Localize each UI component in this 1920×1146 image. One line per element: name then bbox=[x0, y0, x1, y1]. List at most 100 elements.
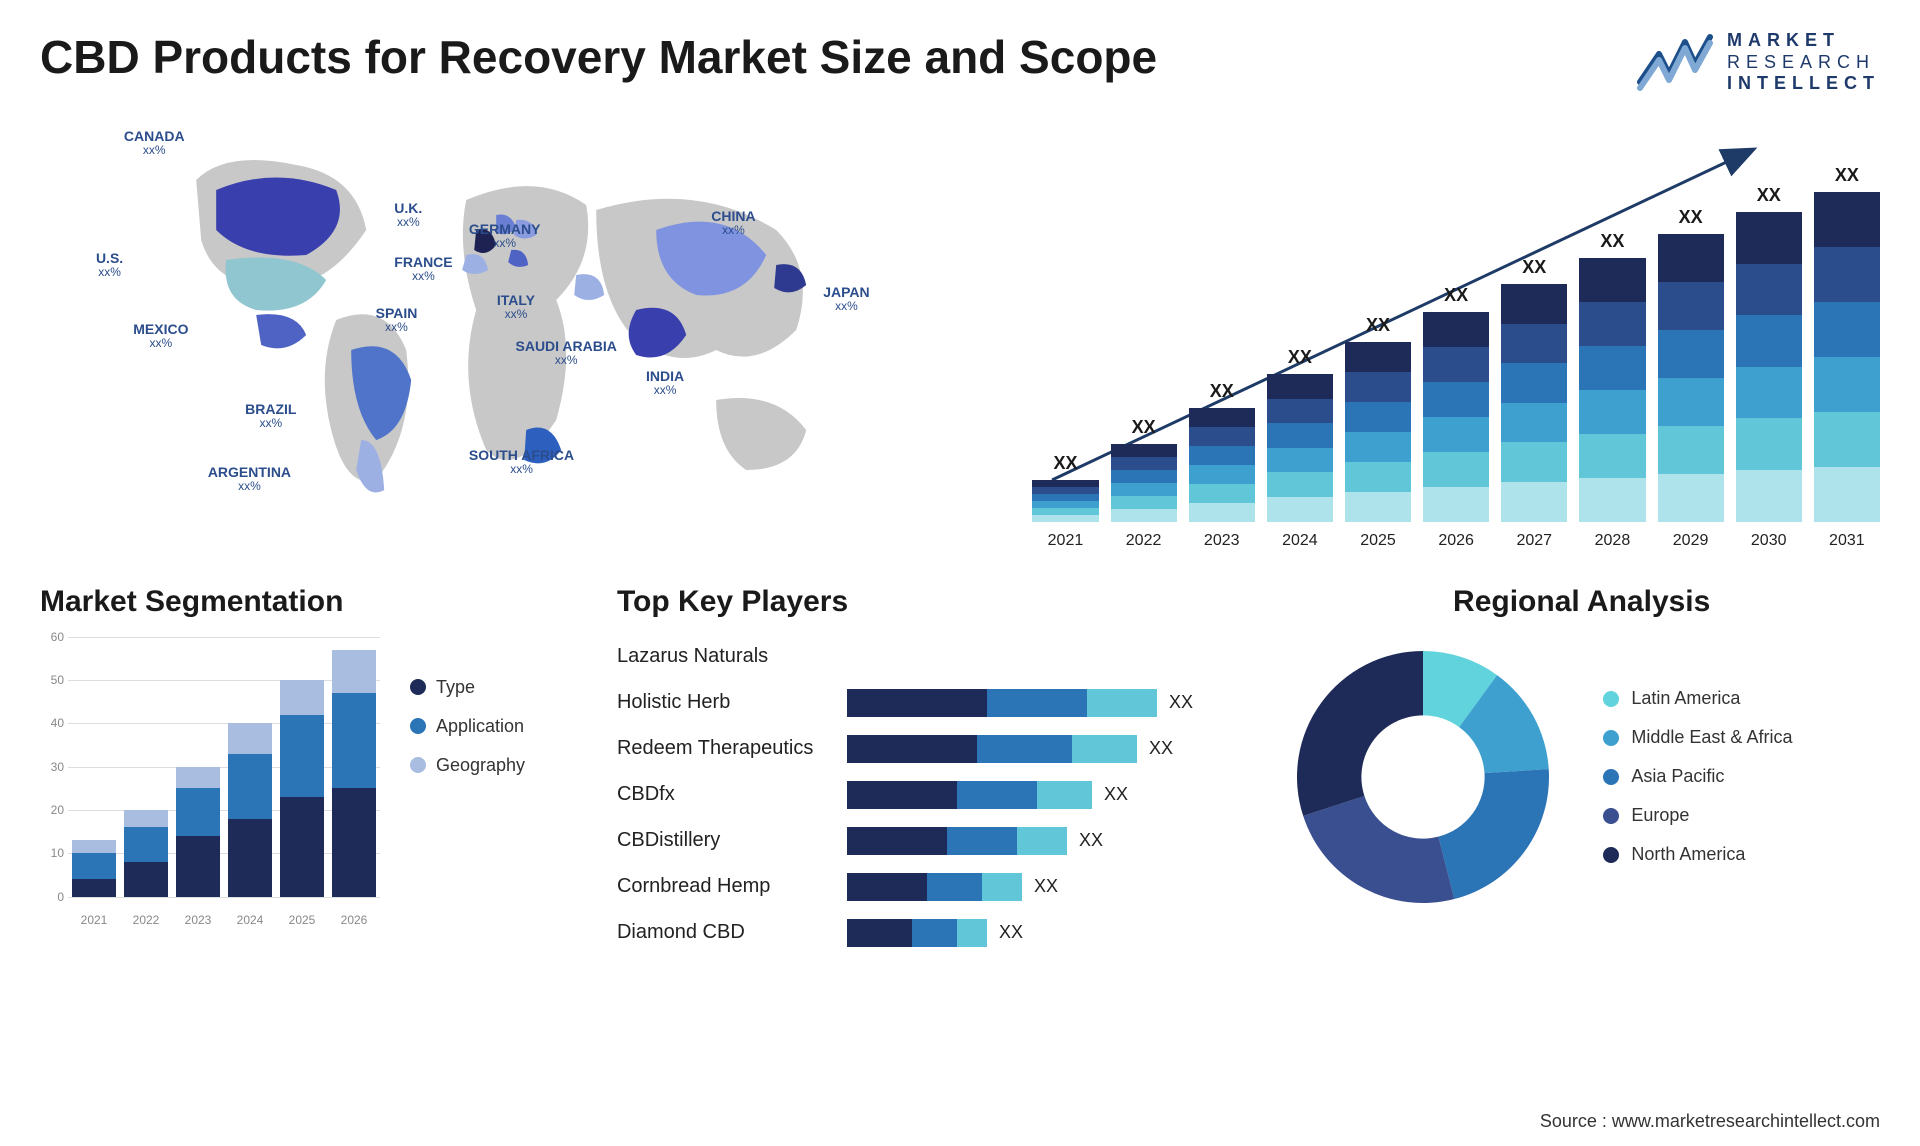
player-row: Lazarus Naturals bbox=[617, 637, 1243, 677]
region-legend-item: Asia Pacific bbox=[1603, 766, 1792, 787]
country-label: SOUTH AFRICAxx% bbox=[469, 447, 574, 477]
segmentation-legend: TypeApplicationGeography bbox=[410, 637, 525, 776]
country-label: SAUDI ARABIAxx% bbox=[516, 338, 617, 368]
forecast-year-label: 2030 bbox=[1736, 532, 1802, 550]
seg-legend-item: Type bbox=[410, 677, 525, 698]
player-row: Redeem TherapeuticsXX bbox=[617, 729, 1243, 769]
forecast-bar: XX bbox=[1736, 185, 1802, 522]
seg-year-label: 2024 bbox=[228, 913, 272, 927]
seg-ytick: 50 bbox=[51, 673, 64, 687]
forecast-value-label: XX bbox=[1679, 207, 1703, 228]
seg-year-label: 2026 bbox=[332, 913, 376, 927]
player-row: CBDfxXX bbox=[617, 775, 1243, 815]
donut-slice bbox=[1304, 796, 1455, 903]
donut-slice bbox=[1439, 769, 1550, 899]
legend-label: Application bbox=[436, 716, 524, 737]
segmentation-title: Market Segmentation bbox=[40, 585, 577, 619]
seg-ytick: 10 bbox=[51, 846, 64, 860]
country-label: U.S.xx% bbox=[96, 250, 123, 280]
seg-year-label: 2025 bbox=[280, 913, 324, 927]
forecast-value-label: XX bbox=[1210, 381, 1234, 402]
forecast-bar: XX bbox=[1501, 257, 1567, 522]
player-bar bbox=[847, 781, 1092, 809]
legend-dot-icon bbox=[1603, 808, 1619, 824]
legend-label: Asia Pacific bbox=[1631, 766, 1724, 787]
player-row: Diamond CBDXX bbox=[617, 913, 1243, 953]
legend-label: North America bbox=[1631, 844, 1745, 865]
player-bar bbox=[847, 873, 1022, 901]
seg-bar bbox=[72, 840, 116, 896]
forecast-bar: XX bbox=[1814, 165, 1880, 522]
seg-bar bbox=[280, 680, 324, 897]
seg-bar bbox=[124, 810, 168, 897]
legend-label: Europe bbox=[1631, 805, 1689, 826]
forecast-bar: XX bbox=[1658, 207, 1724, 522]
logo-icon bbox=[1635, 32, 1715, 92]
region-legend-item: North America bbox=[1603, 844, 1792, 865]
country-label: INDIAxx% bbox=[646, 368, 684, 398]
country-label: CHINAxx% bbox=[711, 208, 755, 238]
regional-title: Regional Analysis bbox=[1283, 585, 1880, 619]
legend-label: Latin America bbox=[1631, 688, 1740, 709]
player-bar bbox=[847, 827, 1067, 855]
forecast-year-label: 2029 bbox=[1658, 532, 1724, 550]
player-row: CBDistillery XX bbox=[617, 821, 1243, 861]
source-line: Source : www.marketresearchintellect.com bbox=[1540, 1111, 1880, 1132]
forecast-value-label: XX bbox=[1522, 257, 1546, 278]
region-legend-item: Europe bbox=[1603, 805, 1792, 826]
legend-dot-icon bbox=[1603, 730, 1619, 746]
forecast-year-label: 2023 bbox=[1189, 532, 1255, 550]
forecast-bar: XX bbox=[1111, 417, 1177, 522]
segmentation-panel: Market Segmentation 0102030405060 202120… bbox=[40, 585, 577, 959]
seg-legend-item: Application bbox=[410, 716, 525, 737]
players-title: Top Key Players bbox=[617, 585, 1243, 619]
forecast-value-label: XX bbox=[1444, 285, 1468, 306]
legend-label: Type bbox=[436, 677, 475, 698]
player-bar bbox=[847, 735, 1137, 763]
forecast-bar: XX bbox=[1345, 315, 1411, 522]
legend-dot-icon bbox=[410, 757, 426, 773]
player-name: CBDistillery bbox=[617, 829, 847, 852]
forecast-year-label: 2022 bbox=[1111, 532, 1177, 550]
brand-logo: MARKET RESEARCH INTELLECT bbox=[1635, 30, 1880, 95]
legend-dot-icon bbox=[1603, 847, 1619, 863]
player-value: XX bbox=[1079, 830, 1103, 851]
segmentation-chart: 0102030405060 202120222023202420252026 bbox=[40, 637, 380, 927]
player-bar bbox=[847, 689, 1157, 717]
player-name: CBDfx bbox=[617, 783, 847, 806]
seg-bar bbox=[332, 650, 376, 897]
seg-ytick: 30 bbox=[51, 760, 64, 774]
forecast-year-label: 2028 bbox=[1579, 532, 1645, 550]
seg-year-label: 2023 bbox=[176, 913, 220, 927]
page-title: CBD Products for Recovery Market Size an… bbox=[40, 30, 1157, 84]
forecast-year-label: 2021 bbox=[1032, 532, 1098, 550]
player-value: XX bbox=[1034, 876, 1058, 897]
forecast-bar: XX bbox=[1189, 381, 1255, 522]
legend-dot-icon bbox=[1603, 769, 1619, 785]
player-name: Holistic Herb bbox=[617, 691, 847, 714]
logo-line-1: MARKET bbox=[1727, 30, 1880, 52]
regional-donut bbox=[1283, 637, 1563, 917]
forecast-value-label: XX bbox=[1288, 347, 1312, 368]
seg-ytick: 0 bbox=[57, 890, 64, 904]
top-row: CANADAxx%U.S.xx%MEXICOxx%BRAZILxx%ARGENT… bbox=[40, 120, 1880, 550]
country-label: ARGENTINAxx% bbox=[208, 464, 291, 494]
forecast-value-label: XX bbox=[1132, 417, 1156, 438]
seg-year-label: 2022 bbox=[124, 913, 168, 927]
player-value: XX bbox=[1169, 692, 1193, 713]
legend-label: Middle East & Africa bbox=[1631, 727, 1792, 748]
forecast-value-label: XX bbox=[1757, 185, 1781, 206]
player-row: Holistic Herb XX bbox=[617, 683, 1243, 723]
player-row: Cornbread HempXX bbox=[617, 867, 1243, 907]
player-value: XX bbox=[1149, 738, 1173, 759]
legend-dot-icon bbox=[410, 718, 426, 734]
forecast-bar: XX bbox=[1423, 285, 1489, 522]
seg-year-label: 2021 bbox=[72, 913, 116, 927]
legend-dot-icon bbox=[410, 679, 426, 695]
logo-line-2: RESEARCH bbox=[1727, 52, 1880, 74]
player-name: Lazarus Naturals bbox=[617, 645, 847, 668]
player-bar bbox=[847, 919, 987, 947]
players-panel: Top Key Players Lazarus Naturals Holistic… bbox=[617, 585, 1243, 959]
forecast-chart: XXXXXXXXXXXXXXXXXXXXXX 20212022202320242… bbox=[1032, 120, 1880, 550]
world-map: CANADAxx%U.S.xx%MEXICOxx%BRAZILxx%ARGENT… bbox=[40, 120, 972, 540]
